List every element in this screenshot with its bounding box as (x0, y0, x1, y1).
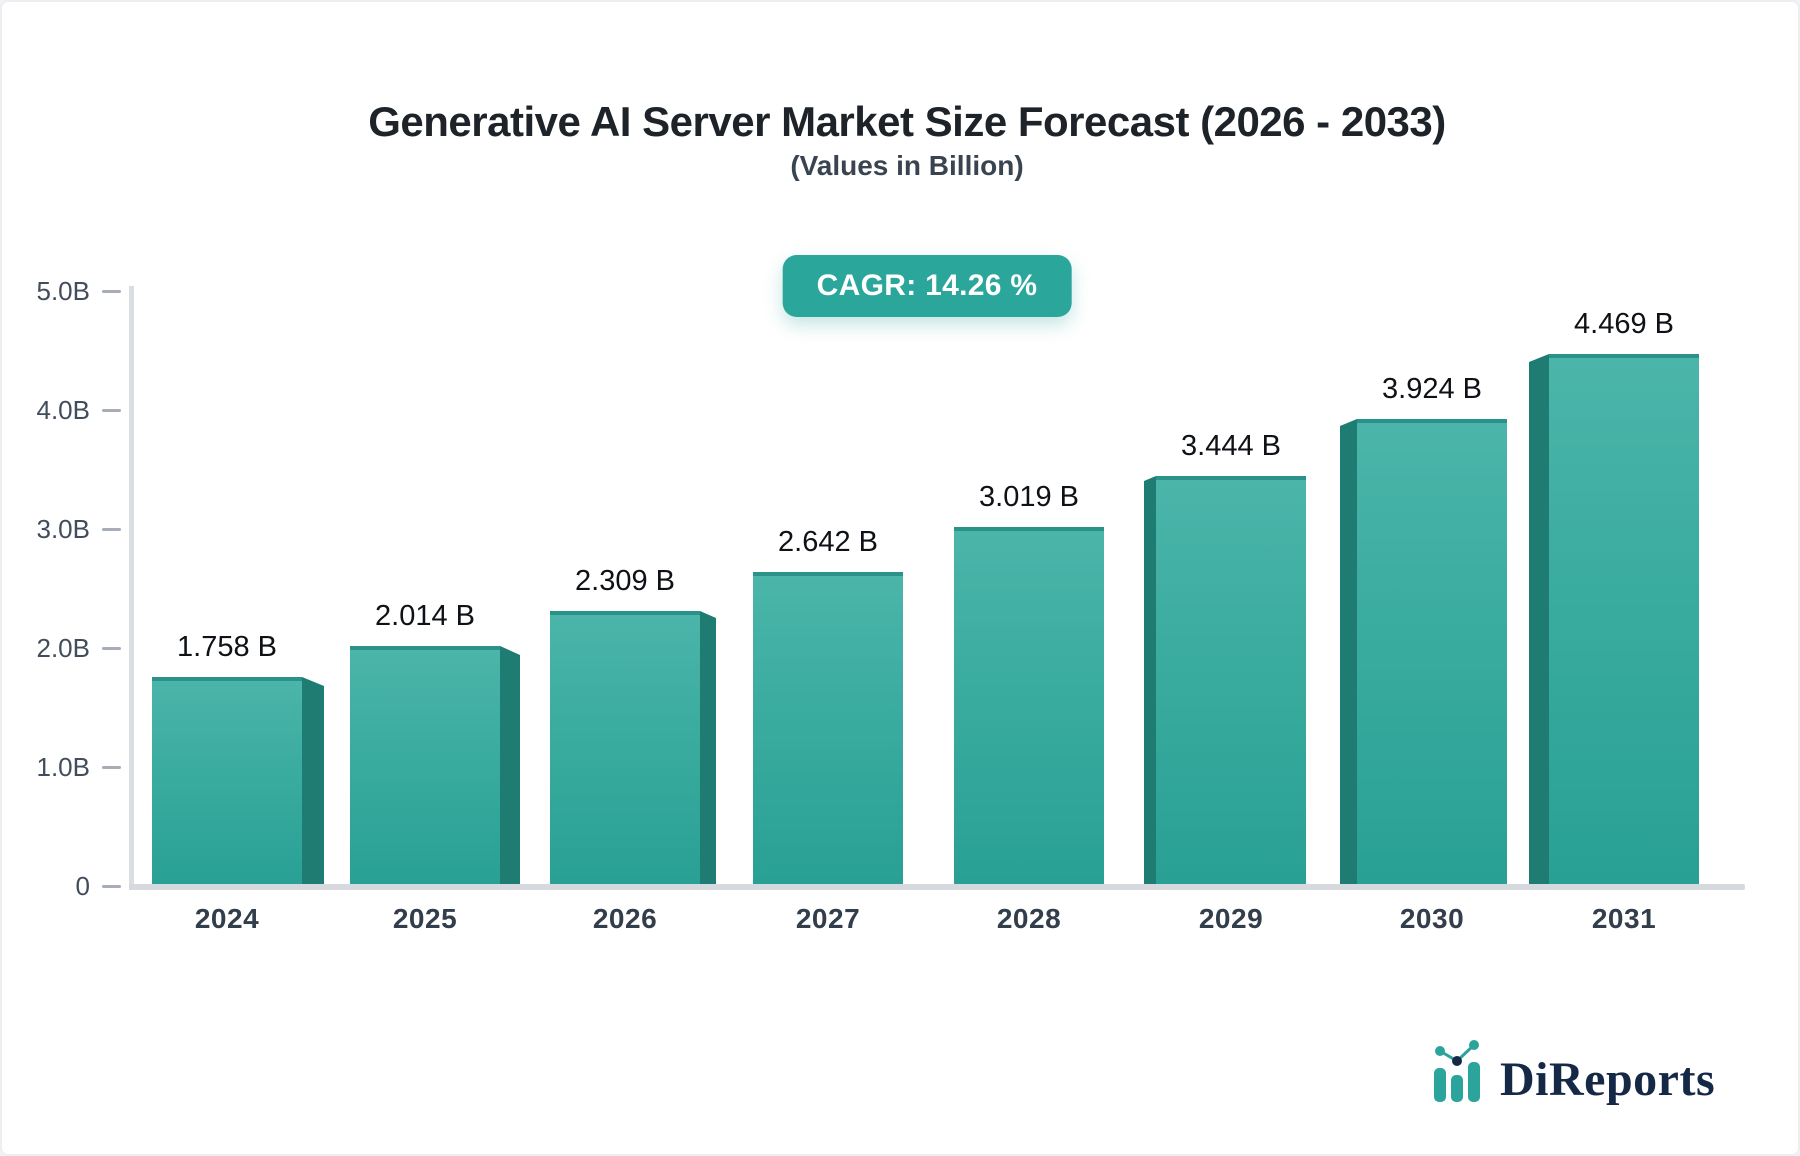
bar-side-2024 (302, 677, 324, 886)
bar-side-2025 (500, 646, 520, 886)
y-tick-label-4.0B: 4.0B (36, 395, 91, 425)
page-subtitle: (Values in Billion) (790, 150, 1024, 181)
y-tick-mark-4.0B (102, 409, 121, 412)
value-label-2027: 2.642 B (778, 526, 878, 558)
bar-side-2031 (1529, 354, 1549, 886)
y-tick-label-5.0B: 5.0B (36, 276, 91, 306)
cagr-badge: CAGR: 14.26 % (782, 255, 1072, 317)
x-label-2026: 2026 (592, 903, 658, 934)
y-tick-mark-3.0B (102, 528, 121, 531)
y-tick-label-1.0B: 1.0B (36, 752, 91, 782)
value-label-2030: 3.924 B (1382, 373, 1482, 405)
direports-logo[interactable]: DiReports (1432, 1038, 1715, 1104)
y-tick-mark-2.0B (102, 647, 121, 650)
x-label-2027: 2027 (795, 903, 861, 934)
bar-2026 (550, 611, 700, 886)
y-tick-mark-1.0B (102, 766, 121, 769)
x-label-2029: 2029 (1198, 903, 1264, 934)
bar-side-2030 (1340, 419, 1357, 886)
y-tick-label-3.0B: 3.0B (36, 514, 91, 544)
x-label-2031: 2031 (1591, 903, 1657, 934)
y-tick-label-2.0B: 2.0B (36, 633, 91, 663)
y-tick-mark-5.0B (102, 290, 121, 293)
value-label-2031: 4.469 B (1574, 308, 1674, 340)
y-tick-mark-0 (102, 885, 121, 888)
x-axis-line (129, 884, 1745, 890)
x-label-2030: 2030 (1399, 903, 1465, 934)
bar-2024 (152, 677, 302, 886)
bar-2028 (954, 527, 1104, 886)
x-label-2024: 2024 (194, 903, 260, 934)
bar-2029 (1156, 476, 1306, 886)
bar-2025 (350, 646, 500, 886)
x-label-2028: 2028 (996, 903, 1062, 934)
bar-side-2026 (700, 611, 716, 886)
value-label-2024: 1.758 B (177, 631, 277, 663)
value-label-2025: 2.014 B (375, 600, 475, 632)
x-label-2025: 2025 (392, 903, 458, 934)
value-label-2028: 3.019 B (979, 481, 1079, 513)
bar-side-2029 (1144, 476, 1156, 886)
value-label-2029: 3.444 B (1181, 430, 1281, 462)
y-tick-label-0: 0 (75, 871, 90, 901)
bar-2027 (753, 572, 903, 886)
y-axis-line (129, 286, 134, 890)
mini-bar-chart-icon (1434, 1040, 1480, 1102)
bar-2031 (1549, 354, 1699, 886)
logo-text: DiReports (1500, 1053, 1716, 1106)
value-label-2026: 2.309 B (575, 565, 675, 597)
page-title: Generative AI Server Market Size Forecas… (368, 98, 1446, 145)
bar-2030 (1357, 419, 1507, 886)
